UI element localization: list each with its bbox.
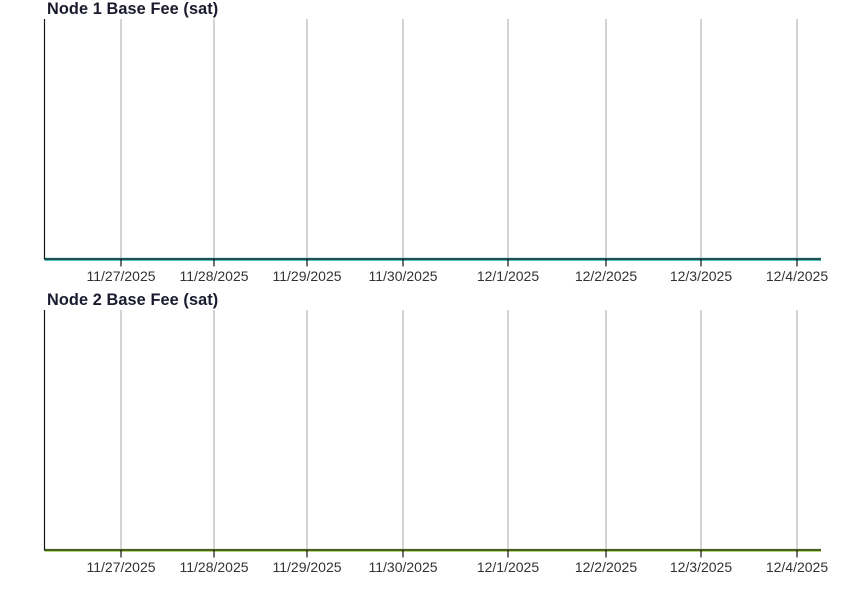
svg-text:12/2/2025: 12/2/2025 — [575, 559, 637, 575]
svg-text:11/29/2025: 11/29/2025 — [272, 559, 341, 575]
svg-text:12/4/2025: 12/4/2025 — [766, 559, 828, 575]
svg-text:11/28/2025: 11/28/2025 — [179, 268, 248, 284]
svg-text:12/3/2025: 12/3/2025 — [670, 559, 732, 575]
svg-text:11/27/2025: 11/27/2025 — [86, 559, 155, 575]
svg-text:12/3/2025: 12/3/2025 — [670, 268, 732, 284]
svg-text:12/2/2025: 12/2/2025 — [575, 268, 637, 284]
svg-text:11/28/2025: 11/28/2025 — [179, 559, 248, 575]
svg-text:12/1/2025: 12/1/2025 — [477, 268, 539, 284]
svg-text:11/29/2025: 11/29/2025 — [272, 268, 341, 284]
svg-text:12/4/2025: 12/4/2025 — [766, 268, 828, 284]
svg-text:12/1/2025: 12/1/2025 — [477, 559, 539, 575]
svg-text:11/30/2025: 11/30/2025 — [368, 268, 437, 284]
svg-text:11/27/2025: 11/27/2025 — [86, 268, 155, 284]
svg-text:11/30/2025: 11/30/2025 — [368, 559, 437, 575]
